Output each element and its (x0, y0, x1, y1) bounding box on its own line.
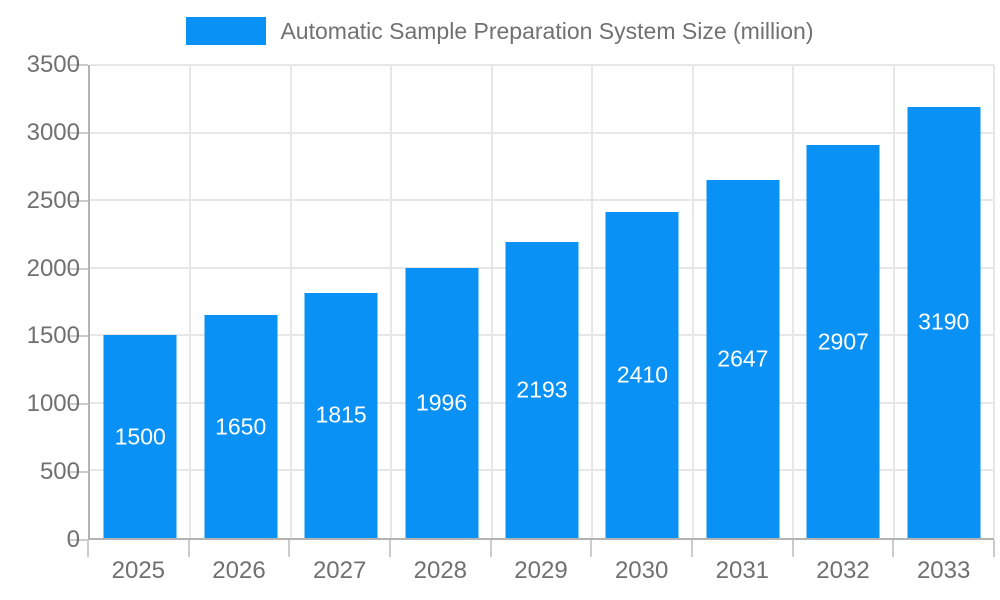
bar-2029[interactable]: 2193 (505, 241, 579, 538)
x-axis-tick (187, 540, 190, 557)
x-axis-tick (389, 540, 391, 557)
bar-value-label: 2907 (817, 328, 869, 355)
gridline-vertical (892, 65, 895, 538)
gridline-vertical (792, 65, 795, 538)
bar-2033[interactable]: 3190 (907, 106, 981, 538)
x-axis-label-2028: 2028 (413, 557, 468, 584)
x-axis-label-2025: 2025 (111, 557, 166, 584)
gridline-horizontal (90, 131, 994, 134)
x-axis-tick (590, 540, 593, 557)
bar-value-label: 1650 (215, 413, 267, 439)
bar-2027[interactable]: 1815 (304, 292, 378, 538)
gridline-vertical (993, 65, 995, 538)
bar-layer: 1500 1650 1815 1996 2193 2410 2647 2907 3190 (90, 65, 994, 538)
legend-swatch-icon (186, 17, 267, 45)
y-axis-tick (70, 64, 88, 66)
gridline-vertical (189, 65, 192, 538)
chart-legend[interactable]: Automatic Sample Preparation System Size… (0, 14, 1000, 48)
y-axis-tick (70, 335, 88, 338)
y-axis-tick (70, 131, 88, 134)
x-axis-tick (489, 540, 492, 557)
y-axis-label: 500 (39, 458, 80, 486)
bar-value-label: 1815 (315, 401, 367, 428)
bar-2028[interactable]: 1996 (405, 268, 479, 538)
x-axis-label-2027: 2027 (312, 557, 367, 584)
y-axis-tick (70, 539, 88, 541)
x-axis-tick (791, 540, 794, 557)
y-axis-label: 3000 (26, 118, 80, 146)
x-axis-label-2031: 2031 (715, 557, 770, 584)
y-axis-tick (70, 267, 88, 270)
gridline-horizontal (90, 199, 994, 202)
gridline-vertical (691, 65, 694, 538)
bar-value-label: 1996 (415, 389, 468, 416)
x-axis-tick (288, 540, 291, 557)
x-axis-label-2032: 2032 (816, 557, 870, 584)
y-axis-label: 1500 (26, 322, 80, 350)
bar-value-label: 2410 (616, 361, 669, 388)
gridline-vertical (390, 65, 393, 538)
bar-value-label: 2647 (717, 345, 769, 372)
y-axis-label: 2000 (26, 254, 80, 282)
bar-2025[interactable]: 1500 (103, 335, 177, 538)
bar-value-label: 3190 (918, 308, 970, 335)
x-axis-label-2033: 2033 (916, 557, 971, 584)
gridline-vertical (490, 65, 493, 538)
y-axis-tick (70, 471, 88, 474)
bar-2031[interactable]: 2647 (706, 180, 780, 538)
y-axis-label: 1000 (26, 390, 80, 418)
x-axis-tick (892, 540, 895, 557)
x-axis-label-2030: 2030 (614, 557, 669, 584)
x-axis-label-2026: 2026 (212, 557, 266, 584)
bar-2032[interactable]: 2907 (806, 145, 880, 538)
x-axis-tick (691, 540, 693, 557)
plot-area: 1500 1650 1815 1996 2193 2410 2647 2907 3190 (88, 64, 995, 540)
bar-value-label: 1500 (114, 423, 166, 450)
bar-2026[interactable]: 1650 (204, 315, 278, 538)
x-axis-tick (993, 540, 995, 557)
bar-value-label: 2193 (516, 376, 568, 403)
bar-2030[interactable]: 2410 (605, 212, 679, 538)
y-axis-tick (70, 199, 88, 202)
x-axis-tick (87, 540, 89, 557)
gridline-horizontal (90, 64, 994, 66)
x-axis-label-2029: 2029 (514, 557, 568, 584)
gridline-vertical (289, 65, 292, 538)
legend-series-label: Automatic Sample Preparation System Size… (280, 17, 814, 44)
gridline-vertical (591, 65, 594, 538)
y-axis-label: 0 (66, 526, 80, 553)
y-axis-label: 2500 (26, 186, 80, 214)
y-axis-tick (70, 403, 88, 406)
y-axis-label: 3500 (26, 51, 80, 78)
